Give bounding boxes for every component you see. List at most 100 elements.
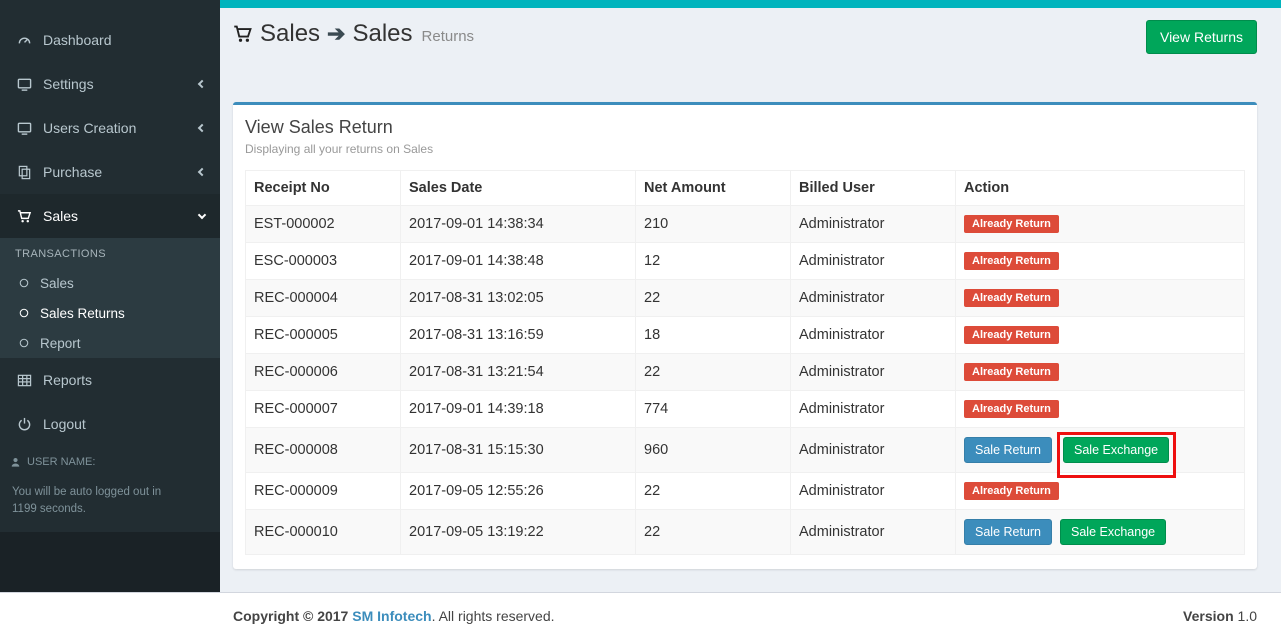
column-header-sales-date: Sales Date — [400, 170, 636, 206]
cell-amount: 960 — [635, 427, 791, 473]
cell-actions: Already Return — [955, 242, 1245, 280]
sidebar-item-dashboard[interactable]: Dashboard — [0, 18, 220, 62]
sidebar-item-logout[interactable]: Logout — [0, 402, 220, 446]
column-header-receipt-no: Receipt No — [245, 170, 401, 206]
sidebar-item-label: Users Creation — [43, 120, 137, 136]
sidebar-subitem-sales[interactable]: Sales — [0, 268, 220, 298]
table-row: REC-000005 2017-08-31 13:16:59 18 Administr… — [245, 316, 1245, 354]
power-icon — [15, 417, 33, 432]
cell-amount: 22 — [635, 509, 791, 555]
users-creation-icon — [15, 121, 33, 136]
cell-receipt: ESC-000003 — [245, 242, 401, 280]
cell-actions: Already Return — [955, 472, 1245, 510]
already-return-badge: Already Return — [964, 400, 1059, 418]
circle-icon — [17, 337, 31, 349]
sidebar-item-users-creation[interactable]: Users Creation — [0, 106, 220, 150]
cell-actions: Already Return — [955, 353, 1245, 391]
cell-date: 2017-09-01 14:38:48 — [400, 242, 636, 280]
sale-exchange-button[interactable]: Sale Exchange — [1063, 437, 1170, 464]
breadcrumb-secondary: Sales — [352, 20, 413, 47]
cell-date: 2017-08-31 13:16:59 — [400, 316, 636, 354]
cell-user: Administrator — [790, 242, 956, 280]
column-header-action: Action — [955, 170, 1245, 206]
user-name-label: USER NAME: — [10, 456, 210, 468]
breadcrumb-primary: Sales — [260, 20, 321, 47]
table-row: REC-000004 2017-08-31 13:02:05 22 Administr… — [245, 279, 1245, 317]
cell-receipt: REC-000005 — [245, 316, 401, 354]
cell-amount: 12 — [635, 242, 791, 280]
dashboard-icon — [15, 33, 33, 48]
reports-table-icon — [15, 373, 33, 388]
circle-icon — [17, 277, 31, 289]
settings-icon — [15, 77, 33, 92]
view-returns-button[interactable]: View Returns — [1145, 20, 1257, 54]
sales-return-panel: View Sales Return Displaying all your re… — [233, 102, 1257, 569]
sidebar-bottom-strip — [0, 532, 220, 592]
cell-amount: 22 — [635, 279, 791, 317]
sidebar-subitem-label: Report — [40, 335, 81, 351]
column-header-net-amount: Net Amount — [635, 170, 791, 206]
top-accent-bar — [220, 0, 1281, 8]
cell-user: Administrator — [790, 205, 956, 243]
cell-amount: 22 — [635, 353, 791, 391]
table-row: REC-000008 2017-08-31 15:15:30 960 Administ… — [245, 427, 1245, 479]
cell-user: Administrator — [790, 353, 956, 391]
content-header: Sales ➔ Sales Returns View Returns — [220, 8, 1281, 54]
cell-amount: 22 — [635, 472, 791, 510]
purchase-icon — [15, 165, 33, 180]
chevron-left-icon — [197, 79, 207, 89]
sidebar-item-label: Settings — [43, 76, 94, 92]
cell-date: 2017-09-01 14:39:18 — [400, 390, 636, 428]
footer-copyright: Copyright © 2017 SM Infotech. All rights… — [233, 608, 555, 624]
sidebar: Dashboard Settings Users Creation — [0, 0, 220, 592]
sidebar-item-sales[interactable]: Sales — [0, 194, 220, 238]
sidebar-item-label: Reports — [43, 372, 93, 388]
footer: Copyright © 2017 SM Infotech. All rights… — [0, 592, 1281, 639]
sales-cart-icon — [15, 209, 33, 224]
cell-date: 2017-08-31 13:21:54 — [400, 353, 636, 391]
cell-user: Administrator — [790, 390, 956, 428]
cell-date: 2017-08-31 13:02:05 — [400, 279, 636, 317]
panel-title: View Sales Return — [245, 117, 393, 137]
cell-receipt: REC-000009 — [245, 472, 401, 510]
table-row: EST-000002 2017-09-01 14:38:34 210 Administ… — [245, 205, 1245, 243]
cell-user: Administrator — [790, 316, 956, 354]
already-return-badge: Already Return — [964, 482, 1059, 500]
already-return-badge: Already Return — [964, 215, 1059, 233]
sidebar-item-reports[interactable]: Reports — [0, 358, 220, 402]
table-row: REC-000010 2017-09-05 13:19:22 22 Administr… — [245, 509, 1245, 555]
transactions-section-label: TRANSACTIONS — [15, 248, 106, 260]
cell-date: 2017-08-31 15:15:30 — [400, 427, 636, 473]
cell-receipt: EST-000002 — [245, 205, 401, 243]
sale-return-button[interactable]: Sale Return — [964, 519, 1053, 545]
chevron-down-icon — [197, 210, 207, 219]
cell-user: Administrator — [790, 279, 956, 317]
auto-logout-note: You will be auto logged out in 1199 seco… — [12, 486, 162, 515]
sale-return-button[interactable]: Sale Return — [964, 437, 1053, 463]
cell-actions: Already Return — [955, 390, 1245, 428]
cell-user: Administrator — [790, 509, 956, 555]
already-return-badge: Already Return — [964, 363, 1059, 381]
sidebar-item-purchase[interactable]: Purchase — [0, 150, 220, 194]
user-icon — [10, 457, 21, 468]
sidebar-item-settings[interactable]: Settings — [0, 62, 220, 106]
sidebar-subitem-sales-returns[interactable]: Sales Returns — [0, 298, 220, 328]
cell-user: Administrator — [790, 472, 956, 510]
sidebar-subitem-report[interactable]: Report — [0, 328, 220, 358]
already-return-badge: Already Return — [964, 289, 1059, 307]
table-row: REC-000007 2017-09-01 14:39:18 774 Administ… — [245, 390, 1245, 428]
cell-actions: Already Return — [955, 205, 1245, 243]
cell-receipt: REC-000006 — [245, 353, 401, 391]
sidebar-item-label: Purchase — [43, 164, 103, 180]
cell-user: Administrator — [790, 427, 956, 473]
sale-exchange-button[interactable]: Sale Exchange — [1060, 519, 1167, 545]
cell-amount: 774 — [635, 390, 791, 428]
circle-icon — [17, 307, 31, 319]
company-link[interactable]: SM Infotech — [352, 608, 432, 624]
sidebar-subitem-label: Sales — [40, 275, 74, 291]
already-return-badge: Already Return — [964, 252, 1059, 270]
breadcrumb-sub: Returns — [421, 28, 475, 45]
cell-receipt: REC-000004 — [245, 279, 401, 317]
sales-returns-table: Receipt No Sales Date Net Amount Billed … — [245, 170, 1245, 555]
